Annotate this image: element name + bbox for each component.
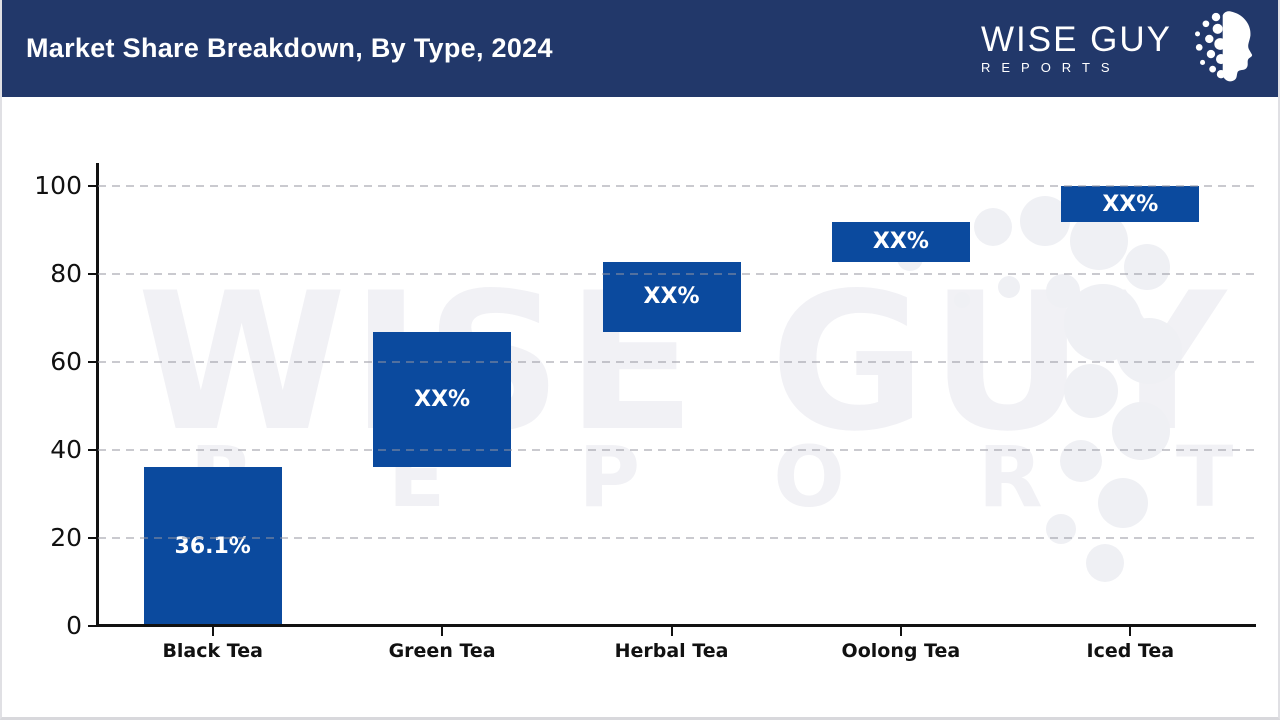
x-axis-label-1: Green Tea bbox=[388, 640, 496, 662]
bar-black-tea: 36.1% bbox=[143, 467, 282, 626]
x-axis-label-2: Herbal Tea bbox=[614, 640, 729, 662]
x-axis-label-3: Oolong Tea bbox=[841, 640, 961, 662]
y-tick-0 bbox=[88, 625, 97, 627]
gridline-60 bbox=[98, 361, 1254, 363]
brand-tagline: REPORTS bbox=[980, 60, 1121, 75]
x-axis-line bbox=[96, 624, 1256, 627]
y-tick-label-80: 80 bbox=[50, 259, 82, 288]
y-tick-label-0: 0 bbox=[66, 611, 82, 640]
x-tick-1 bbox=[441, 627, 444, 636]
brand-logo: WISE GUY REPORTS bbox=[981, 6, 1258, 92]
y-tick-label-40: 40 bbox=[50, 435, 82, 464]
gridline-40 bbox=[98, 449, 1254, 451]
y-tick-60 bbox=[88, 361, 97, 363]
bar-green-tea: XX% bbox=[373, 332, 512, 468]
x-axis-label-4: Iced Tea bbox=[1086, 640, 1175, 662]
y-tick-label-100: 100 bbox=[34, 171, 82, 200]
x-tick-0 bbox=[211, 627, 214, 636]
bar-oolong-tea: XX% bbox=[831, 222, 970, 262]
bar-value-label: XX% bbox=[1102, 191, 1159, 217]
y-tick-80 bbox=[88, 273, 97, 275]
brand-logo-text: WISE GUY REPORTS bbox=[980, 20, 1172, 76]
x-tick-4 bbox=[1129, 627, 1132, 636]
header-bar: Market Share Breakdown, By Type, 2024 WI… bbox=[2, 0, 1278, 97]
y-tick-100 bbox=[88, 185, 97, 187]
bar-value-label: XX% bbox=[872, 229, 929, 255]
x-tick-3 bbox=[899, 627, 902, 636]
y-tick-label-60: 60 bbox=[50, 347, 82, 376]
brand-name: WISE GUY bbox=[980, 20, 1172, 59]
page-title: Market Share Breakdown, By Type, 2024 bbox=[26, 33, 553, 63]
bar-herbal-tea: XX% bbox=[602, 261, 741, 333]
logo-face-icon bbox=[1195, 10, 1253, 81]
x-tick-2 bbox=[670, 627, 673, 636]
y-tick-label-20: 20 bbox=[50, 523, 82, 552]
bar-value-label: XX% bbox=[643, 284, 700, 310]
y-tick-20 bbox=[88, 537, 97, 539]
bar-iced-tea: XX% bbox=[1061, 186, 1200, 223]
bar-value-label: 36.1% bbox=[174, 534, 251, 560]
plot-area: 0 20 40 60 80 100 36.1% Black Tea XX% Green Tea XX… bbox=[2, 97, 1278, 717]
y-tick-40 bbox=[88, 449, 97, 451]
y-axis-line bbox=[96, 163, 99, 626]
bar-value-label: XX% bbox=[414, 387, 471, 413]
x-axis-label-0: Black Tea bbox=[162, 640, 263, 662]
watermark-text-secondary: R E P O R T S bbox=[190, 428, 1280, 526]
